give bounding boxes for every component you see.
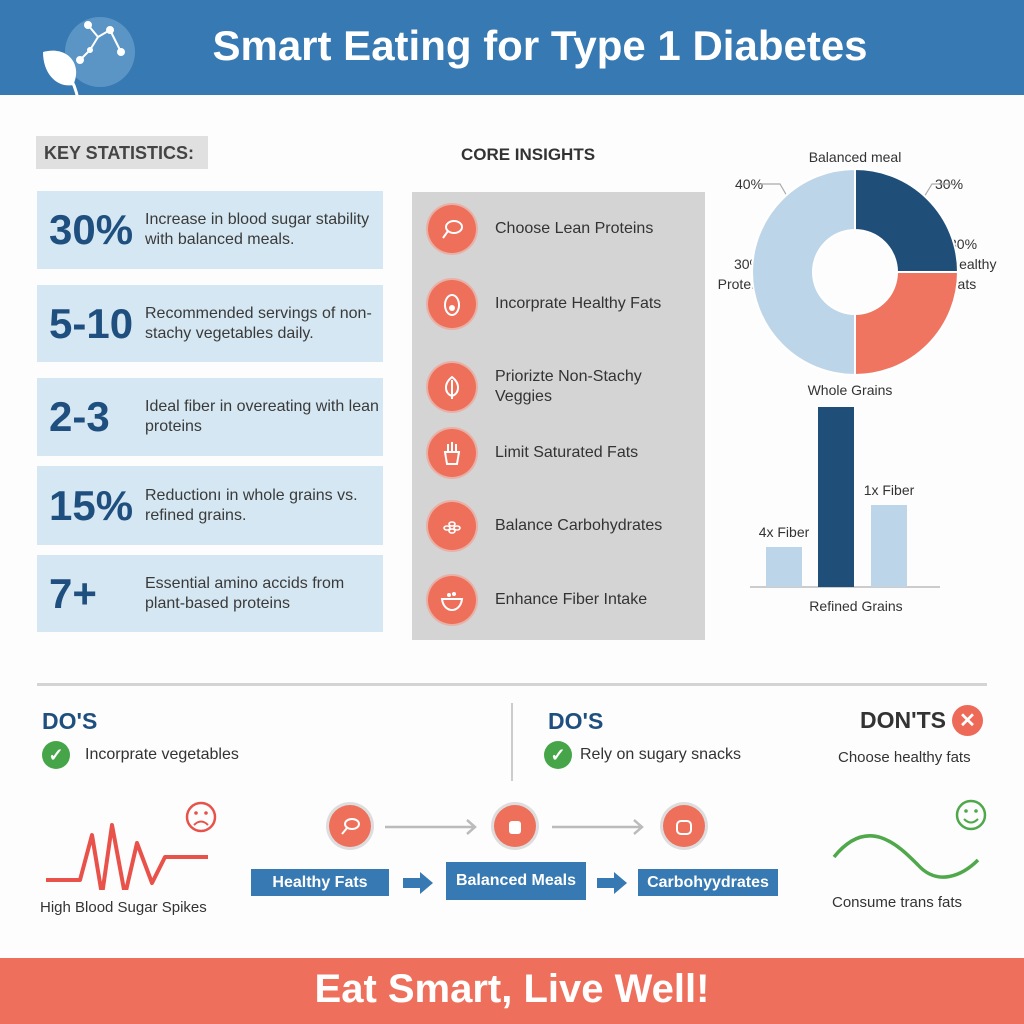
drumstick-icon (329, 805, 371, 847)
stat-text: Ideal fiber in overeating with lean prot… (145, 398, 379, 435)
spikes-label: High Blood Sugar Spikes (40, 899, 207, 916)
footer-banner: Eat Smart, Live Well! (0, 958, 1024, 1024)
stat-card: 2-3 Ideal fiber in overeating with lean p… (37, 378, 383, 456)
avocado-icon (428, 280, 476, 328)
insight-label: Priorizte Non-Stachy Veggies (495, 368, 642, 405)
insight-item: Limit Saturated Fats (428, 429, 698, 477)
donut-label: 40% (735, 176, 764, 192)
stat-card: 7+ Essential amino accids from plant-base… (37, 555, 383, 632)
bread-icon (663, 805, 705, 847)
donut-title: Balanced meal (808, 149, 902, 165)
bar-1 (818, 407, 854, 587)
divider-vertical (511, 703, 513, 781)
bar-label: 4x Fiber (759, 524, 810, 540)
insight-label: Choose Lean Proteins (495, 220, 654, 237)
bar-label: 1x Fiber (864, 482, 915, 498)
bread-icon (494, 805, 536, 847)
bowl-icon (428, 576, 476, 624)
flow-block-arrows (403, 872, 627, 894)
stat-value: 7+ (49, 569, 97, 617)
flow-step: Balanced Meals (446, 862, 586, 900)
insight-item: Priorizte Non-Stachy Veggies (428, 363, 698, 411)
dos-heading: DO'S (42, 708, 98, 734)
donut-slice-0 (751, 167, 856, 377)
fries-icon (428, 429, 476, 477)
insight-item: Choose Lean Proteins (428, 205, 698, 253)
stat-value: 5-10 (49, 299, 134, 347)
grains-icon (428, 502, 476, 550)
flow-step: Carbohyydrates (638, 869, 778, 896)
insight-label: Enhance Fiber Intake (495, 591, 648, 608)
do-item-label: Rely on sugary snacks (580, 746, 741, 763)
insight-label: Limit Saturated Fats (495, 444, 639, 461)
smile-face-icon (955, 799, 987, 831)
insight-label: Incorprate Healthy Fats (495, 295, 662, 312)
stat-card: 30% Increase in blood sugar stability wit… (37, 191, 383, 269)
header (0, 0, 1024, 95)
check-icon: ✓ (544, 741, 572, 769)
flow-arrows (385, 819, 644, 835)
stat-card: 5-10 Recommended servings of non-stachy v… (37, 285, 383, 362)
page-title: Smart Eating for Type 1 Diabetes (212, 22, 868, 69)
flow-step: Healthy Fats (251, 869, 389, 896)
stat-text: Recommended servings of non-stachy veget… (145, 304, 372, 342)
stat-text: Essential amino accids from plant-based … (145, 574, 345, 612)
sad-face-icon (185, 801, 217, 833)
leaf-icon (428, 363, 476, 411)
stat-value: 2-3 (49, 393, 110, 440)
insight-item: Incorprate Healthy Fats (428, 280, 698, 328)
bar-chart: 4x Fiber 1x Fiber (750, 407, 940, 588)
divider (37, 683, 987, 686)
donut-slice-1 (854, 167, 960, 273)
leaf-molecule-icon (38, 10, 138, 105)
donut-chart (751, 167, 960, 377)
stat-card: 15% Reductionı in whole grains vs. refine… (37, 466, 383, 545)
do-item: ✓ Rely on sugary snacks (544, 741, 741, 769)
dont-item-label: Choose healthy fats (838, 749, 971, 766)
stat-value: 30% (49, 206, 134, 253)
do-item-label: Incorprate vegetables (85, 746, 239, 763)
bar-title: Whole Grains (807, 382, 893, 398)
bar-xlabel: Refined Grains (809, 598, 903, 614)
donts-heading-group: DON'TS ✕ (860, 705, 983, 736)
bar-2 (871, 505, 907, 587)
core-insights-panel (412, 192, 705, 640)
insight-item: Balance Carbohydrates (428, 502, 698, 550)
do-item: ✓ Incorprate vegetables (42, 741, 239, 769)
donut-slice-2 (854, 271, 960, 377)
stable-sugar-icon (832, 799, 987, 879)
stat-text: Increase in blood sugar stability with b… (145, 211, 370, 248)
stat-text: Reductionı in whole grains vs. refined g… (145, 486, 358, 524)
dos-heading: DO'S (548, 708, 604, 734)
stable-label: Consume trans fats (832, 894, 963, 911)
drumstick-icon (428, 205, 476, 253)
core-insights-title: CORE INSIGHTS (460, 145, 596, 164)
insight-item: Enhance Fiber Intake (428, 576, 698, 624)
blood-sugar-spike-icon (46, 801, 217, 890)
bar-0 (766, 547, 802, 587)
check-icon: ✓ (42, 741, 70, 769)
key-statistics-label: KEY STATISTICS: (36, 136, 208, 169)
x-circle-icon: ✕ (951, 705, 983, 736)
insight-label: Balance Carbohydrates (495, 517, 663, 534)
stat-value: 15% (49, 481, 134, 529)
donts-heading: DON'TS (860, 707, 946, 733)
